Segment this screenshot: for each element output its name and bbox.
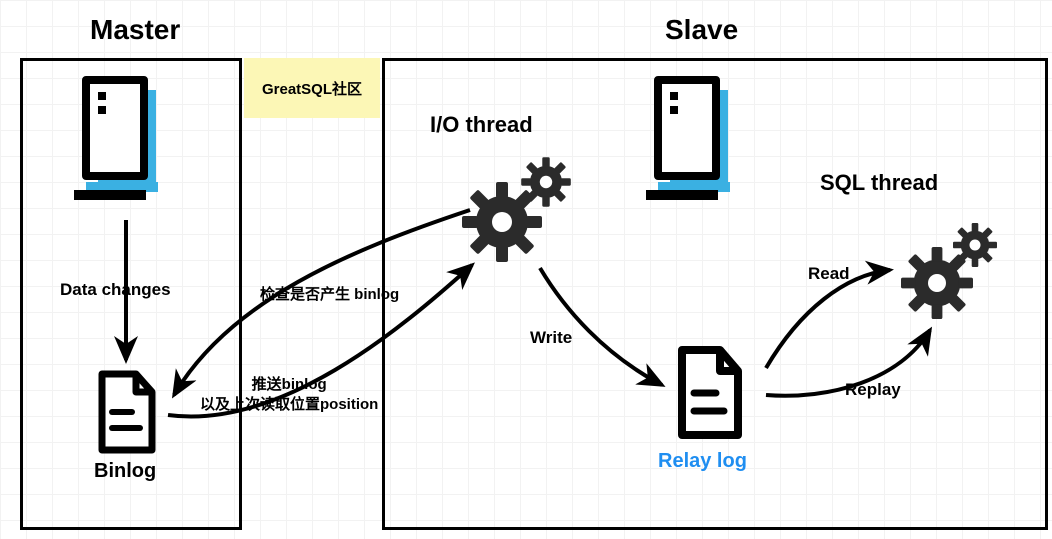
sql-thread-label: SQL thread xyxy=(820,170,938,196)
check-binlog-label: 检查是否产生 binlog xyxy=(260,283,399,304)
push-binlog-line2: 以及上次读取位置position xyxy=(200,396,378,413)
binlog-label: Binlog xyxy=(94,460,156,483)
relay-log-label: Relay log xyxy=(658,450,747,473)
write-label: Write xyxy=(530,328,572,348)
relay-log-doc-icon xyxy=(670,345,750,441)
master-title: Master xyxy=(90,14,180,46)
data-changes-label: Data changes xyxy=(60,280,171,300)
io-thread-gears-icon xyxy=(460,150,580,270)
server-slave-icon xyxy=(640,72,750,212)
server-master-icon xyxy=(68,72,178,212)
push-binlog-line1: 推送binlog xyxy=(252,376,327,393)
replay-label: Replay xyxy=(845,380,901,400)
read-label: Read xyxy=(808,264,850,284)
slave-title: Slave xyxy=(665,14,738,46)
badge-text: GreatSQL社区 xyxy=(262,78,362,99)
binlog-doc-icon xyxy=(92,370,162,456)
io-thread-label: I/O thread xyxy=(430,112,533,138)
push-binlog-label: 推送binlog 以及上次读取位置position xyxy=(200,375,378,416)
greatsql-badge: GreatSQL社区 xyxy=(244,58,380,118)
sql-thread-gears-icon xyxy=(895,215,1005,325)
